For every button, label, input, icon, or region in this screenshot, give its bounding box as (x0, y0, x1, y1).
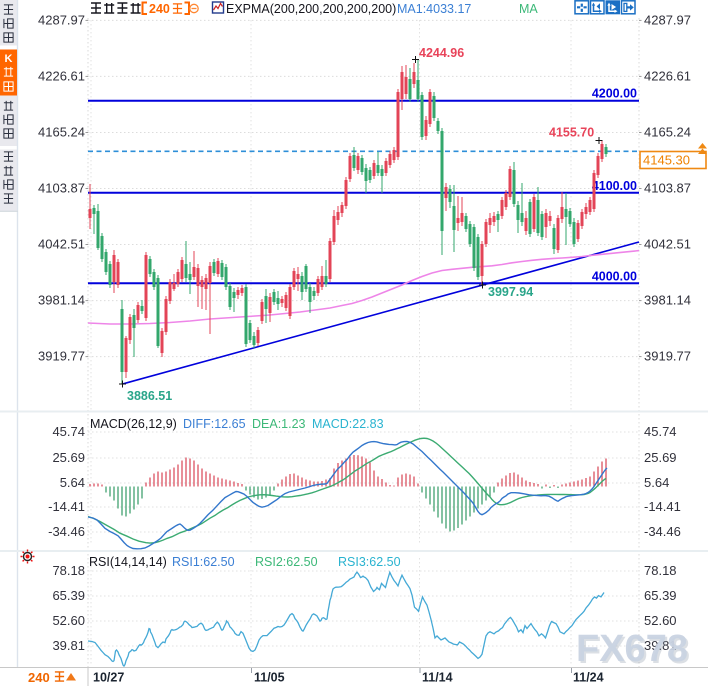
svg-text:78.18: 78.18 (52, 563, 85, 578)
svg-text:4226.61: 4226.61 (644, 68, 691, 83)
svg-text:4244.96: 4244.96 (419, 46, 464, 60)
svg-text:4165.24: 4165.24 (38, 125, 85, 140)
svg-text:52.60: 52.60 (644, 613, 677, 628)
svg-text:FX678: FX678 (576, 628, 688, 670)
svg-text:MA: MA (519, 2, 538, 16)
svg-text:RSI1:62.50: RSI1:62.50 (172, 555, 235, 569)
svg-text:-14.41: -14.41 (644, 499, 681, 514)
svg-text:3919.77: 3919.77 (644, 349, 691, 364)
svg-text:11/24: 11/24 (573, 671, 604, 685)
svg-text:3997.94: 3997.94 (488, 285, 533, 299)
svg-text:3981.14: 3981.14 (644, 293, 691, 308)
svg-text:4103.87: 4103.87 (38, 181, 85, 196)
svg-text:MACD:22.83: MACD:22.83 (312, 417, 384, 431)
svg-text:DIFF:12.65: DIFF:12.65 (183, 417, 246, 431)
svg-text:MACD(26,12,9): MACD(26,12,9) (90, 417, 177, 431)
svg-text:4042.51: 4042.51 (644, 237, 691, 252)
svg-text:4200.00: 4200.00 (592, 87, 637, 101)
svg-text:4103.87: 4103.87 (644, 181, 691, 196)
svg-text:45.74: 45.74 (52, 424, 85, 439)
svg-text:FX678: FX678 (578, 630, 690, 672)
svg-text:240: 240 (149, 2, 170, 16)
svg-text:39.81: 39.81 (644, 638, 677, 653)
svg-text:MA1:4033.17: MA1:4033.17 (397, 2, 471, 16)
svg-text:5.64: 5.64 (60, 475, 85, 490)
svg-text:DEA:1.23: DEA:1.23 (252, 417, 306, 431)
svg-text:3886.51: 3886.51 (127, 389, 172, 403)
svg-text:65.39: 65.39 (52, 588, 85, 603)
svg-text:EXPMA(200,200,200,200,200): EXPMA(200,200,200,200,200) (226, 2, 396, 16)
svg-text:25.69: 25.69 (52, 450, 85, 465)
svg-text:45.74: 45.74 (644, 424, 677, 439)
svg-text:RSI3:62.50: RSI3:62.50 (338, 555, 401, 569)
svg-text:5.64: 5.64 (644, 475, 669, 490)
svg-text:K: K (5, 53, 13, 65)
svg-text:11/05: 11/05 (254, 671, 285, 685)
svg-text:78.18: 78.18 (644, 563, 677, 578)
svg-text:4000.00: 4000.00 (592, 269, 637, 283)
svg-text:RSI2:62.50: RSI2:62.50 (255, 555, 318, 569)
svg-text:RSI(14,14,14): RSI(14,14,14) (89, 555, 167, 569)
svg-text:4100.00: 4100.00 (592, 179, 637, 193)
svg-text:10/27: 10/27 (93, 671, 124, 685)
svg-text:4287.97: 4287.97 (38, 12, 85, 27)
svg-text:4042.51: 4042.51 (38, 237, 85, 252)
svg-text:11/14: 11/14 (422, 671, 453, 685)
svg-text:4155.70: 4155.70 (549, 126, 594, 140)
svg-text:4287.97: 4287.97 (644, 12, 691, 27)
svg-text:4226.61: 4226.61 (38, 68, 85, 83)
svg-text:-34.46: -34.46 (48, 524, 85, 539)
svg-text:52.60: 52.60 (52, 613, 85, 628)
svg-text:4145.30: 4145.30 (643, 153, 690, 168)
svg-text:-34.46: -34.46 (644, 524, 681, 539)
svg-text:240: 240 (28, 670, 50, 685)
svg-text:65.39: 65.39 (644, 588, 677, 603)
svg-text:3919.77: 3919.77 (38, 349, 85, 364)
svg-text:-14.41: -14.41 (48, 499, 85, 514)
svg-text:3981.14: 3981.14 (38, 293, 85, 308)
svg-text:4165.24: 4165.24 (644, 125, 691, 140)
svg-text:25.69: 25.69 (644, 450, 677, 465)
svg-text:39.81: 39.81 (52, 638, 85, 653)
